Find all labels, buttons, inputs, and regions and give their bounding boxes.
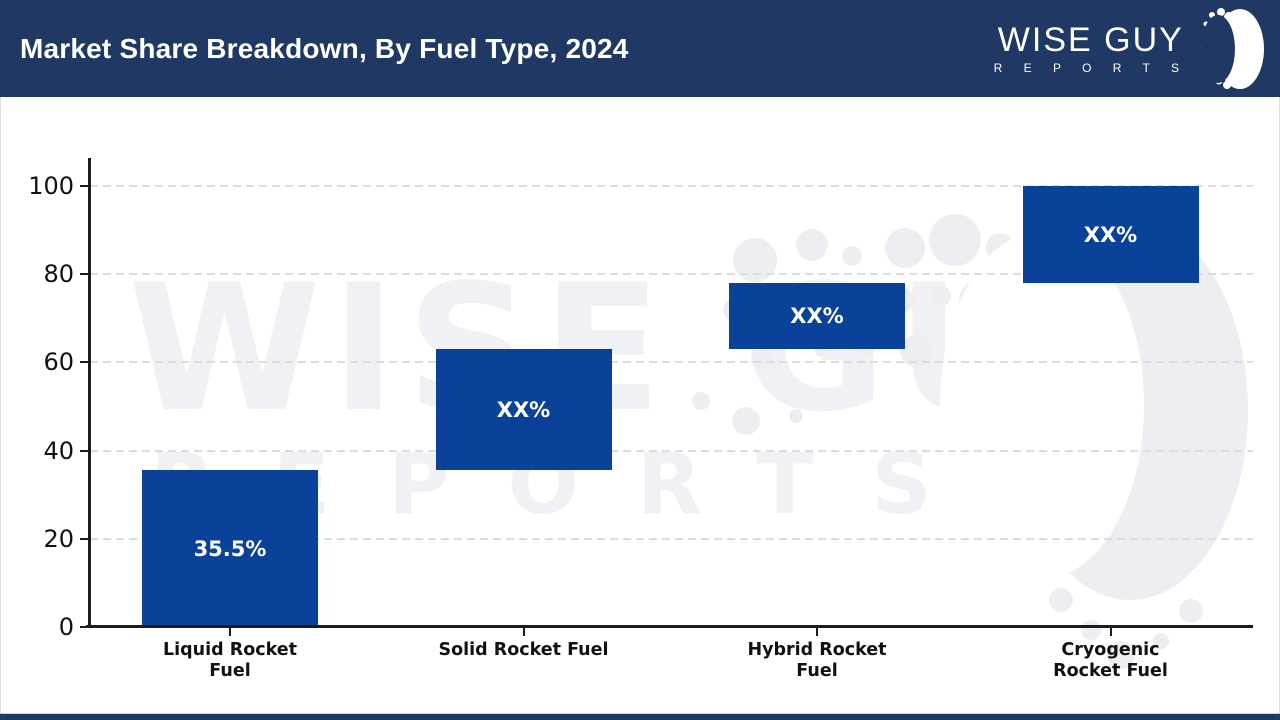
- x-tick-label: Liquid Rocket Fuel: [162, 640, 298, 681]
- y-tick-mark: [80, 273, 88, 276]
- y-axis-line: [88, 158, 91, 628]
- brand-name: WISE GUY: [997, 20, 1184, 59]
- brand-logo-text: WISE GUY R E P O R T S: [994, 23, 1188, 75]
- y-tick-mark: [80, 626, 88, 628]
- watermark-head-profile: [692, 214, 1248, 669]
- head-profile-icon: [1201, 7, 1264, 89]
- brand-subtitle: R E P O R T S: [993, 60, 1188, 75]
- panel-border-left: [0, 97, 1, 714]
- panel-border-bottom: [0, 713, 1280, 714]
- x-tick-label: Cryogenic Rocket Fuel: [1053, 640, 1168, 681]
- y-tick-mark: [80, 449, 88, 452]
- y-tick-label: 0: [58, 613, 74, 641]
- bar-value-label: XX%: [790, 304, 844, 329]
- footer-bar: [0, 714, 1280, 720]
- y-tick-mark: [80, 537, 88, 540]
- bar-value-label: 35.5%: [193, 536, 267, 561]
- x-tick-label: Solid Rocket Fuel: [438, 640, 609, 660]
- y-tick-label: 40: [43, 436, 74, 465]
- bar-value-label: XX%: [496, 397, 551, 422]
- gridline: [90, 361, 1253, 364]
- gridline: [90, 537, 1253, 540]
- x-tick-mark: [816, 628, 818, 636]
- brand-logo: WISE GUY R E P O R T S: [994, 5, 1280, 93]
- bar: 35.5%: [142, 470, 318, 627]
- x-tick-mark: [522, 628, 525, 636]
- y-tick-label: 100: [28, 172, 74, 200]
- x-tick-mark: [1109, 628, 1112, 636]
- bar: XX%: [1022, 186, 1199, 284]
- x-tick-mark: [229, 628, 231, 636]
- x-tick-label: Hybrid Rocket Fuel: [747, 640, 887, 681]
- bar: XX%: [729, 283, 905, 350]
- y-tick-label: 80: [43, 260, 74, 289]
- header-bar: Market Share Breakdown, By Fuel Type, 20…: [0, 0, 1280, 97]
- x-axis-line: [86, 625, 1253, 628]
- gridline: [90, 185, 1253, 187]
- y-tick-label: 20: [43, 524, 74, 553]
- gridline: [90, 449, 1253, 452]
- y-tick-mark: [80, 361, 88, 364]
- y-tick-mark: [80, 185, 88, 187]
- gridline: [90, 273, 1253, 276]
- bar-value-label: XX%: [1083, 222, 1138, 247]
- chart-title: Market Share Breakdown, By Fuel Type, 20…: [20, 32, 629, 64]
- bar: XX%: [435, 349, 612, 471]
- y-tick-label: 60: [43, 348, 74, 377]
